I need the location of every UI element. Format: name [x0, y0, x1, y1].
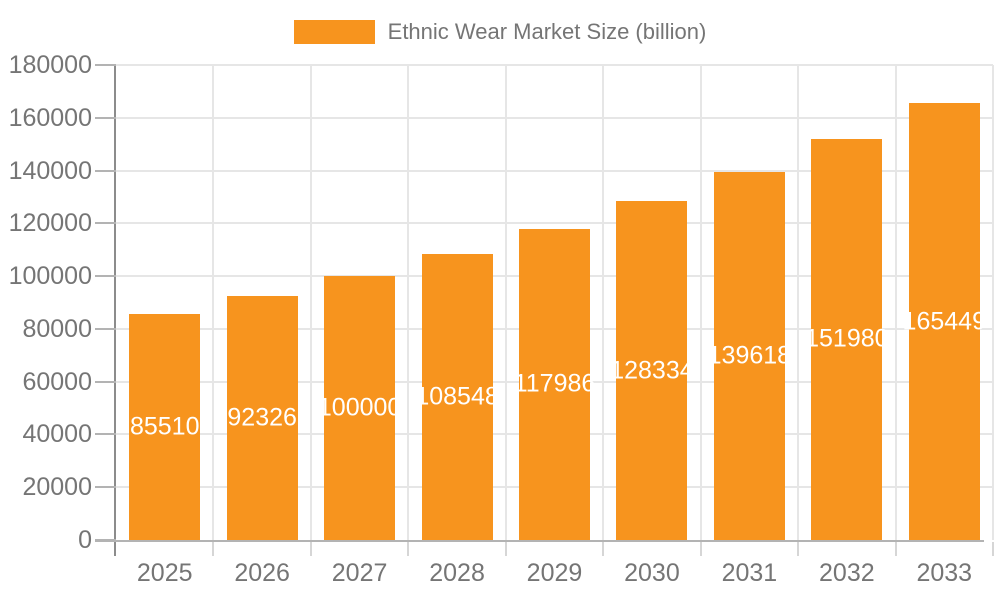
y-axis-label: 140000 — [8, 156, 92, 185]
x-gridline — [699, 65, 702, 540]
x-axis-tick — [894, 542, 897, 556]
x-gridline — [407, 65, 410, 540]
x-axis-label: 2032 — [819, 559, 875, 587]
y-gridline — [116, 64, 993, 66]
x-axis-label: 2027 — [331, 559, 388, 587]
bar-value-label: 108548 — [415, 382, 499, 411]
bar[interactable] — [519, 228, 590, 540]
y-axis-label: 40000 — [22, 420, 92, 449]
y-axis-tick — [95, 64, 116, 66]
bar[interactable] — [129, 314, 201, 540]
y-axis-tick — [95, 222, 116, 225]
y-axis-tick — [95, 539, 116, 541]
y-axis-label: 0 — [78, 526, 92, 554]
x-axis-tick — [992, 542, 994, 556]
x-axis-label: 2028 — [429, 559, 485, 587]
y-axis-label: 100000 — [8, 262, 92, 291]
bar[interactable] — [908, 103, 980, 540]
y-gridline — [116, 116, 993, 119]
x-axis-tick — [212, 542, 215, 556]
bar-value-label: 117986 — [513, 369, 596, 398]
y-axis-tick — [95, 116, 116, 119]
x-axis-label: 2030 — [624, 559, 680, 587]
y-axis-label: 180000 — [8, 51, 92, 79]
x-axis-label: 2026 — [234, 559, 290, 587]
legend-swatch — [293, 20, 375, 44]
x-gridline — [602, 65, 605, 540]
y-axis-tick — [95, 380, 116, 383]
bar[interactable] — [616, 201, 688, 540]
y-axis-line — [114, 65, 116, 556]
y-gridline — [116, 169, 993, 172]
bar[interactable] — [226, 296, 298, 540]
y-axis-label: 120000 — [8, 209, 92, 238]
x-gridline — [797, 65, 800, 540]
x-axis-tick — [797, 542, 800, 556]
plot-area: 85510 92326 100000 108548 117986 128334 139618… — [95, 64, 994, 556]
bar-value-label: 139618 — [707, 341, 792, 370]
y-axis-tick — [95, 275, 116, 278]
y-gridline — [116, 222, 993, 225]
x-gridline — [212, 65, 215, 540]
x-axis-label: 2029 — [526, 559, 583, 587]
bar[interactable] — [421, 253, 493, 540]
bar-value-label: 92326 — [227, 403, 297, 432]
x-axis-line — [95, 540, 984, 542]
x-axis-label: 2031 — [721, 559, 778, 587]
legend-label: Ethnic Wear Market Size (billion) — [387, 19, 707, 44]
x-gridline — [992, 65, 994, 540]
x-axis-label: 2025 — [136, 559, 193, 587]
x-gridline — [894, 65, 897, 540]
y-axis-tick — [95, 433, 116, 436]
y-axis-label: 20000 — [22, 473, 92, 502]
bar[interactable] — [713, 171, 785, 540]
legend-item[interactable]: Ethnic Wear Market Size (billion) — [0, 20, 1000, 44]
y-axis-label: 160000 — [8, 103, 92, 132]
y-axis-tick — [95, 169, 116, 172]
bar-value-label: 128334 — [610, 356, 694, 385]
x-axis-label: 2033 — [916, 559, 973, 587]
y-axis-label: 80000 — [22, 314, 92, 343]
x-axis-tick — [504, 542, 507, 556]
bar-value-label: 100000 — [317, 393, 402, 422]
x-gridline — [504, 65, 507, 540]
bar-value-label: 151980 — [805, 324, 889, 353]
bar-value-label: 165449 — [902, 307, 986, 336]
bar[interactable] — [811, 138, 883, 540]
x-axis-tick — [309, 542, 312, 556]
x-gridline — [309, 65, 312, 540]
x-axis-tick — [699, 542, 702, 556]
y-axis-label: 60000 — [22, 367, 92, 396]
y-axis-tick — [95, 327, 116, 330]
bar[interactable] — [324, 276, 396, 540]
bar-value-label: 85510 — [129, 412, 200, 441]
x-axis-tick — [407, 542, 410, 556]
x-axis-tick — [602, 542, 605, 556]
y-axis-tick — [95, 486, 116, 489]
